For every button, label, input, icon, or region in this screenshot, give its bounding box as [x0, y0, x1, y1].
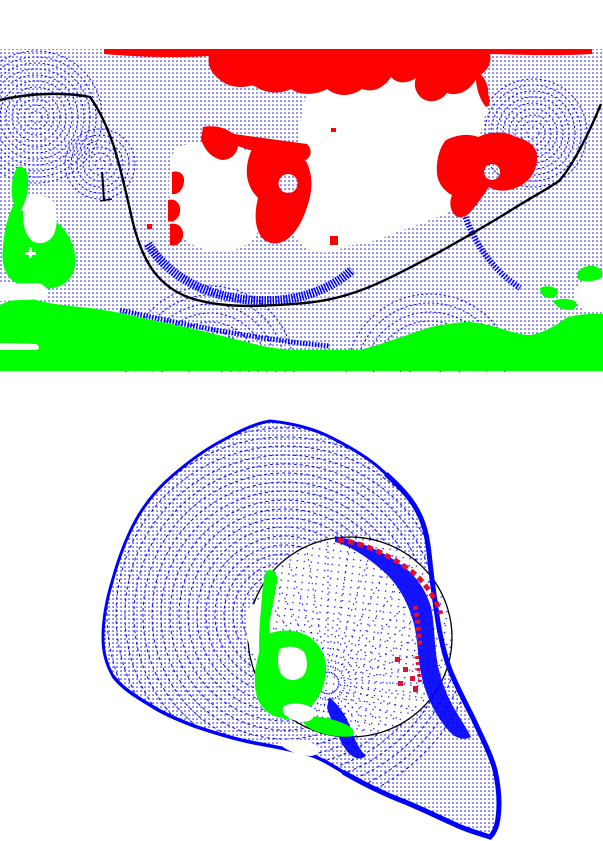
map-plot — [0, 48, 603, 372]
projection-plot — [0, 410, 603, 841]
top-map-panel — [0, 48, 603, 372]
bottom-projection-panel — [0, 410, 603, 841]
